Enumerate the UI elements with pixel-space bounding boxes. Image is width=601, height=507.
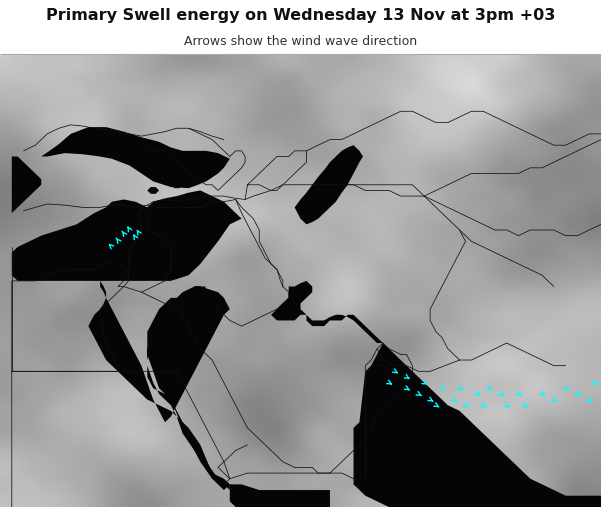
Text: Arrows show the wind wave direction: Arrows show the wind wave direction bbox=[184, 34, 417, 48]
Polygon shape bbox=[230, 484, 330, 507]
Polygon shape bbox=[353, 343, 601, 507]
Polygon shape bbox=[171, 182, 183, 188]
Polygon shape bbox=[12, 157, 41, 213]
Polygon shape bbox=[294, 145, 363, 224]
Polygon shape bbox=[271, 281, 383, 343]
Polygon shape bbox=[147, 187, 159, 194]
Text: Primary Swell energy on Wednesday 13 Nov at 3pm +03: Primary Swell energy on Wednesday 13 Nov… bbox=[46, 8, 555, 23]
Polygon shape bbox=[12, 191, 242, 281]
Polygon shape bbox=[41, 127, 230, 188]
Polygon shape bbox=[88, 281, 230, 490]
